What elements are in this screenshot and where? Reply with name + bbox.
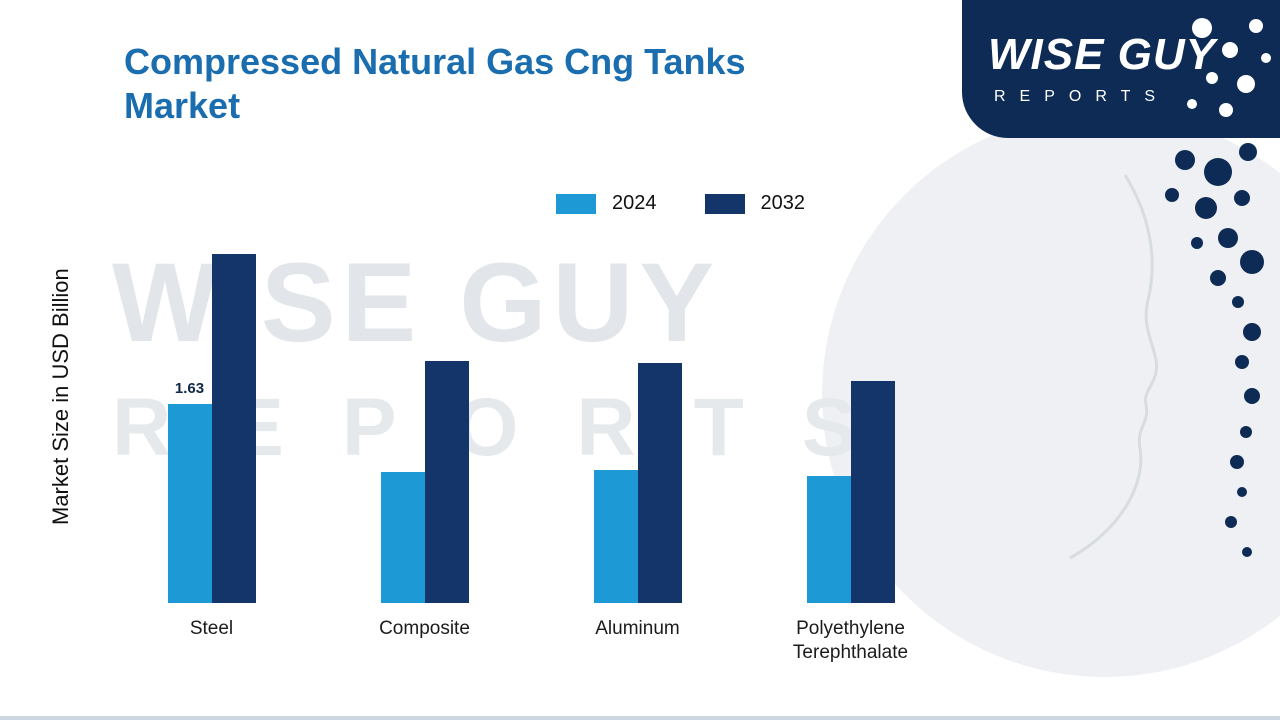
category-label-polyethylene-terephthalate: Polyethylene Terephthalate bbox=[792, 618, 909, 663]
legend-swatch-2024 bbox=[556, 193, 596, 214]
bar-2024-composite bbox=[380, 472, 425, 603]
legend-label-2024: 2024 bbox=[612, 192, 657, 214]
bar-2032-composite bbox=[424, 361, 469, 603]
bars-polyethylene-terephthalate bbox=[806, 228, 895, 603]
bar-2032-steel bbox=[211, 254, 256, 603]
wiseguy-logo: WISE GUY REPORTS bbox=[962, 0, 1280, 138]
bars-aluminum bbox=[593, 228, 682, 603]
bars-steel: 1.63 bbox=[167, 228, 256, 603]
bar-group-composite: Composite bbox=[318, 228, 531, 665]
legend-item-2032: 2032 bbox=[704, 192, 806, 215]
category-label-steel: Steel bbox=[189, 618, 234, 639]
logo-dots-decoration bbox=[1187, 18, 1271, 117]
bottom-border-decoration bbox=[0, 716, 1280, 720]
legend-label-2032: 2032 bbox=[760, 192, 806, 214]
bars-composite bbox=[380, 228, 469, 603]
bar-value-label: 1.63 bbox=[174, 380, 205, 397]
bar-2024-steel: 1.63 bbox=[167, 380, 212, 603]
category-label-composite: Composite bbox=[379, 618, 470, 639]
legend-item-2024: 2024 bbox=[556, 192, 657, 215]
logo-wordmark: WISE GUY bbox=[988, 30, 1217, 79]
bar-group-polyethylene-terephthalate: Polyethylene Terephthalate bbox=[744, 228, 957, 665]
page-title: Compressed Natural Gas Cng Tanks Market bbox=[124, 41, 746, 126]
bar-group-steel: 1.63 Steel bbox=[105, 228, 318, 665]
bar-group-aluminum: Aluminum bbox=[531, 228, 744, 665]
bar-2024-aluminum bbox=[593, 470, 638, 603]
logo-subtext: REPORTS bbox=[994, 88, 1170, 105]
category-label-aluminum: Aluminum bbox=[595, 618, 680, 639]
bar-2032-polyethylene-terephthalate bbox=[850, 381, 895, 603]
y-axis-label: Market Size in USD Billion bbox=[48, 268, 73, 526]
bar-chart: 1.63 Steel Composite Aluminum Polyethylene T… bbox=[105, 228, 957, 665]
bar-2024-polyethylene-terephthalate bbox=[806, 476, 851, 603]
bar-2032-aluminum bbox=[637, 363, 682, 603]
legend-swatch-2032 bbox=[704, 193, 745, 214]
chart-legend: 2024 2032 bbox=[556, 192, 805, 215]
